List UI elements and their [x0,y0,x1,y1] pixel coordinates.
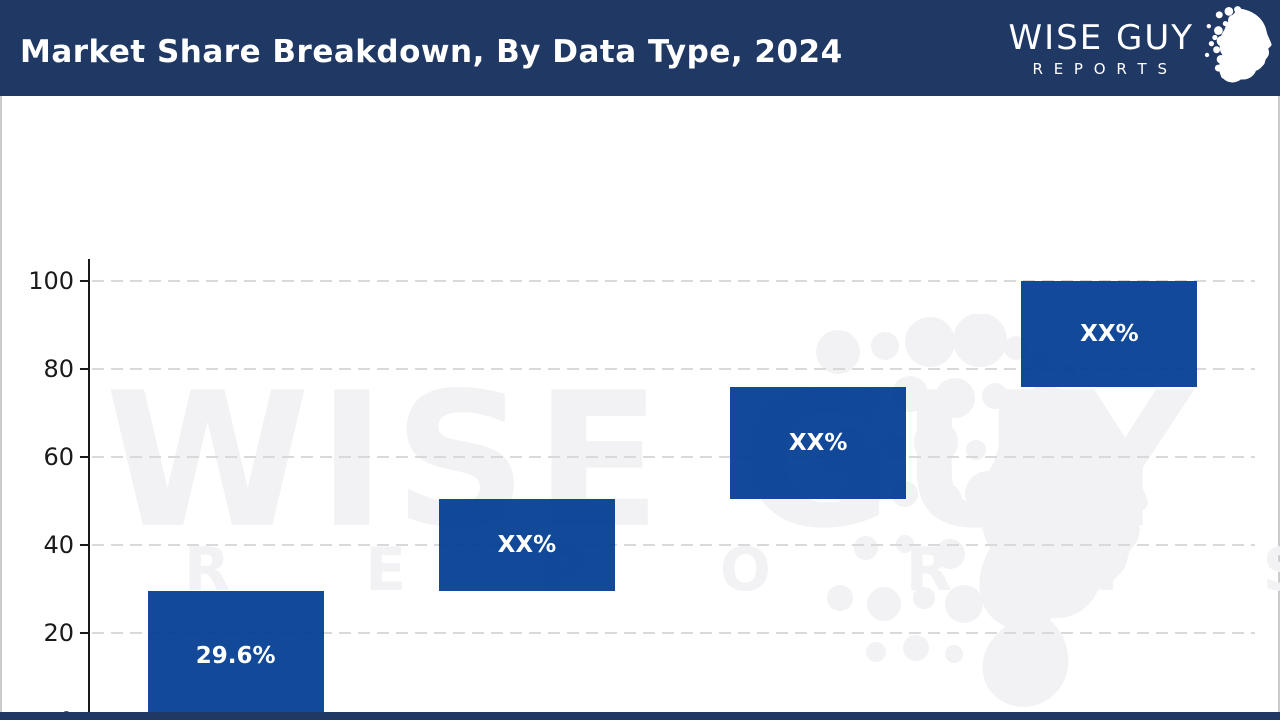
chart-area: WISE GUY R E P O R T S 02040608010029.6%… [0,96,1280,720]
y-axis-spine [88,259,90,720]
brand-logo: WISE GUY R E P O R T S [1008,2,1276,94]
y-tick-mark [80,280,89,282]
bar-value-label: XX% [497,531,557,558]
brand-logo-text: WISE GUY R E P O R T S [1008,18,1194,78]
header-bar: Market Share Breakdown, By Data Type, 20… [0,0,1280,96]
bar [147,590,324,720]
y-tick-mark [80,544,89,546]
brand-head-icon [1204,6,1272,83]
y-tick-mark [80,368,89,370]
y-tick-label: 100 [28,267,74,295]
y-gridline [92,368,1255,370]
y-gridline [92,280,1255,282]
y-tick-label: 40 [43,531,74,559]
brand-name: WISE GUY [1008,18,1194,58]
brand-subtitle: R E P O R T S [1032,60,1170,78]
bar [730,386,907,499]
page-title: Market Share Breakdown, By Data Type, 20… [20,34,843,70]
bar [438,498,615,591]
y-tick-label: 80 [43,355,74,383]
footer-bar [0,712,1280,720]
y-tick-label: 20 [43,619,74,647]
watermark-head-icon [816,314,1149,707]
y-gridline [92,632,1255,634]
y-tick-mark [80,632,89,634]
bar-value-label: XX% [788,429,848,456]
y-gridline [92,456,1255,458]
bar-value-label: XX% [1080,320,1139,347]
bar-value-label: 29.6% [195,642,276,669]
bar [1021,281,1198,387]
y-tick-label: 60 [43,443,74,471]
y-gridline [92,544,1255,546]
y-tick-mark [80,456,89,458]
